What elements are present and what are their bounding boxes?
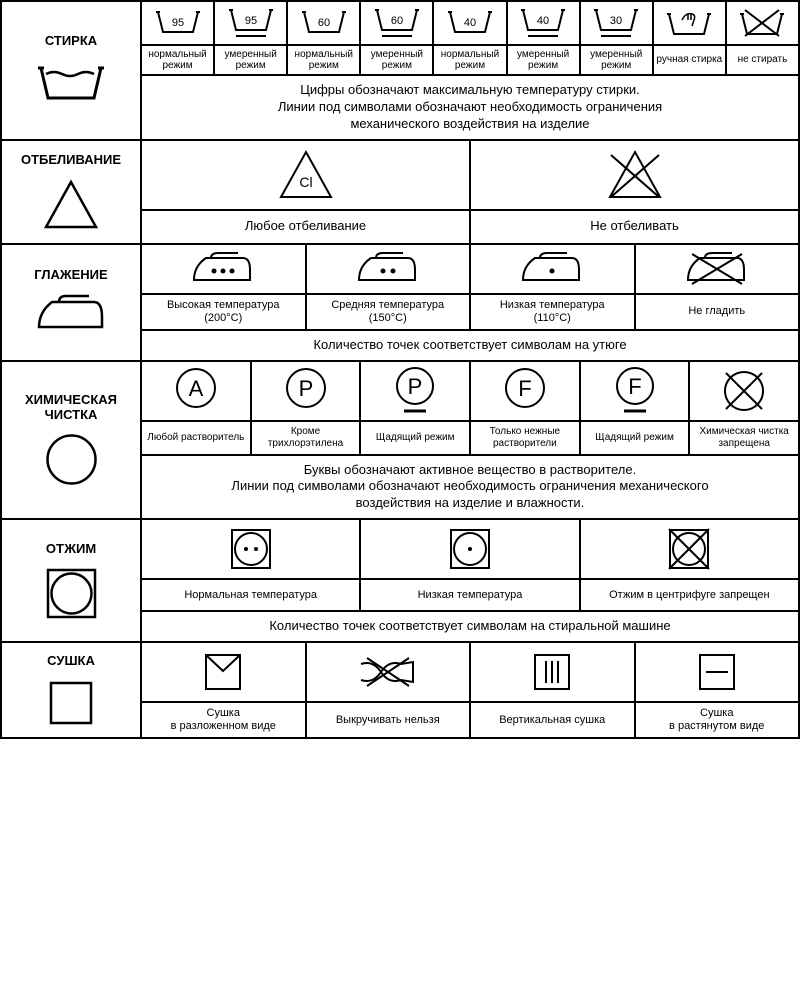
iron-label: Не гладить	[636, 295, 800, 331]
svg-text:P: P	[298, 376, 313, 401]
bleach-header: ОТБЕЛИВАНИЕ	[2, 141, 142, 245]
wash-icon-60u: 60	[361, 2, 434, 46]
wash-label: умеренный режим	[581, 46, 654, 76]
dry-label: Сушка в растянутом виде	[636, 703, 800, 739]
iron-icon-1dot	[471, 245, 636, 295]
laundry-symbols-table: СТИРКА 95 95 60 60 40 40 30 норма	[0, 0, 800, 739]
svg-text:60: 60	[391, 15, 403, 27]
svg-text:30: 30	[610, 15, 622, 27]
section-iron: ГЛАЖЕНИЕ Высокая температура (200°C) Сре…	[2, 245, 800, 362]
svg-text:Cl: Cl	[299, 174, 312, 190]
dryclean-label: Кроме трихлорэтилена	[252, 422, 362, 456]
wash-label: умеренный режим	[361, 46, 434, 76]
wash-title: СТИРКА	[45, 33, 97, 48]
section-spin: ОТЖИМ Нормальная температура Низкая темп…	[2, 520, 800, 643]
dry-label: Сушка в разложенном виде	[142, 703, 307, 739]
iron-icon-cross	[636, 245, 800, 295]
bleach-icon-cl: Cl	[142, 141, 471, 211]
wash-label: умеренный режим	[508, 46, 581, 76]
bleach-label: Не отбеливать	[471, 211, 800, 245]
dryclean-icon-cross	[690, 362, 800, 422]
spin-square-circle-icon	[44, 566, 99, 621]
bleach-label: Любое отбеливание	[142, 211, 471, 245]
iron-header: ГЛАЖЕНИЕ	[2, 245, 142, 362]
dryclean-icon-p: P	[252, 362, 362, 422]
bleach-triangle-icon	[41, 177, 101, 232]
svg-text:60: 60	[318, 17, 330, 29]
dryclean-title: ХИМИЧЕСКАЯ ЧИСТКА	[4, 392, 138, 422]
wash-label: ручная стирка	[654, 46, 727, 76]
dry-title: СУШКА	[47, 653, 95, 668]
iron-icon-3dot	[142, 245, 307, 295]
section-dry: СУШКА Сушка в разложенном виде Выкручива…	[2, 643, 800, 739]
dryclean-icon-fu: F	[581, 362, 691, 422]
wash-header: СТИРКА	[2, 2, 142, 141]
spin-note: Количество точек соответствует символам …	[142, 612, 800, 643]
iron-title: ГЛАЖЕНИЕ	[34, 267, 107, 282]
wash-icon-hand	[654, 2, 727, 46]
spin-label: Нормальная температура	[142, 580, 361, 612]
wash-icon-60: 60	[288, 2, 361, 46]
svg-text:F: F	[628, 374, 641, 399]
svg-text:P: P	[408, 374, 423, 399]
iron-label: Низкая температура (110°C)	[471, 295, 636, 331]
dry-header: СУШКА	[2, 643, 142, 739]
dryclean-header: ХИМИЧЕСКАЯ ЧИСТКА	[2, 362, 142, 521]
wash-tub-icon	[36, 58, 106, 108]
wash-icon-40u: 40	[508, 2, 581, 46]
iron-label: Высокая температура (200°C)	[142, 295, 307, 331]
iron-icon-2dot	[307, 245, 472, 295]
spin-icon-cross	[581, 520, 800, 580]
section-wash: СТИРКА 95 95 60 60 40 40 30 норма	[2, 2, 800, 141]
wash-label: нормальный режим	[434, 46, 507, 76]
bleach-title: ОТБЕЛИВАНИЕ	[21, 152, 121, 167]
section-bleach: ОТБЕЛИВАНИЕ Cl Любое отбеливание Не отбе…	[2, 141, 800, 245]
svg-text:95: 95	[171, 17, 183, 29]
spin-header: ОТЖИМ	[2, 520, 142, 643]
dryclean-label: Только нежные растворители	[471, 422, 581, 456]
dry-icon-vertical	[471, 643, 636, 703]
dryclean-label: Химическая чистка запрещена	[690, 422, 800, 456]
svg-text:40: 40	[537, 15, 549, 27]
dry-label: Выкручивать нельзя	[307, 703, 472, 739]
dryclean-icon-a: A	[142, 362, 252, 422]
svg-text:F: F	[518, 376, 531, 401]
svg-text:95: 95	[245, 15, 257, 27]
spin-label: Низкая температура	[361, 580, 580, 612]
wash-icon-cross	[727, 2, 800, 46]
dryclean-circle-icon	[44, 432, 99, 487]
dry-icon-horizontal	[636, 643, 800, 703]
dryclean-label: Щадящий режим	[581, 422, 691, 456]
section-dryclean: ХИМИЧЕСКАЯ ЧИСТКА A P P F F Любой раство…	[2, 362, 800, 521]
dry-icon-envelope	[142, 643, 307, 703]
dryclean-label: Любой растворитель	[142, 422, 252, 456]
dryclean-label: Щадящий режим	[361, 422, 471, 456]
spin-label: Отжим в центрифуге запрещен	[581, 580, 800, 612]
iron-label: Средняя температура (150°C)	[307, 295, 472, 331]
spin-icon-1dot	[361, 520, 580, 580]
wash-note: Цифры обозначают максимальную температур…	[142, 76, 800, 141]
wash-label: нормальный режим	[142, 46, 215, 76]
spin-icon-2dot	[142, 520, 361, 580]
dryclean-icon-f: F	[471, 362, 581, 422]
dry-label: Вертикальная сушка	[471, 703, 636, 739]
wash-label: нормальный режим	[288, 46, 361, 76]
dry-icon-twist-cross	[307, 643, 472, 703]
wash-label: умеренный режим	[215, 46, 288, 76]
wash-icon-30u: 30	[581, 2, 654, 46]
bleach-icon-cross	[471, 141, 800, 211]
iron-note: Количество точек соответствует символам …	[142, 331, 800, 362]
wash-label: не стирать	[727, 46, 800, 76]
dryclean-icon-pu: P	[361, 362, 471, 422]
wash-icon-95: 95	[142, 2, 215, 46]
spin-title: ОТЖИМ	[46, 541, 96, 556]
svg-text:40: 40	[464, 17, 476, 29]
svg-text:A: A	[188, 376, 203, 401]
wash-icon-95u: 95	[215, 2, 288, 46]
dryclean-note: Буквы обозначают активное вещество в рас…	[142, 456, 800, 521]
wash-icon-40: 40	[434, 2, 507, 46]
dry-square-icon	[46, 678, 96, 728]
iron-icon	[34, 292, 109, 337]
